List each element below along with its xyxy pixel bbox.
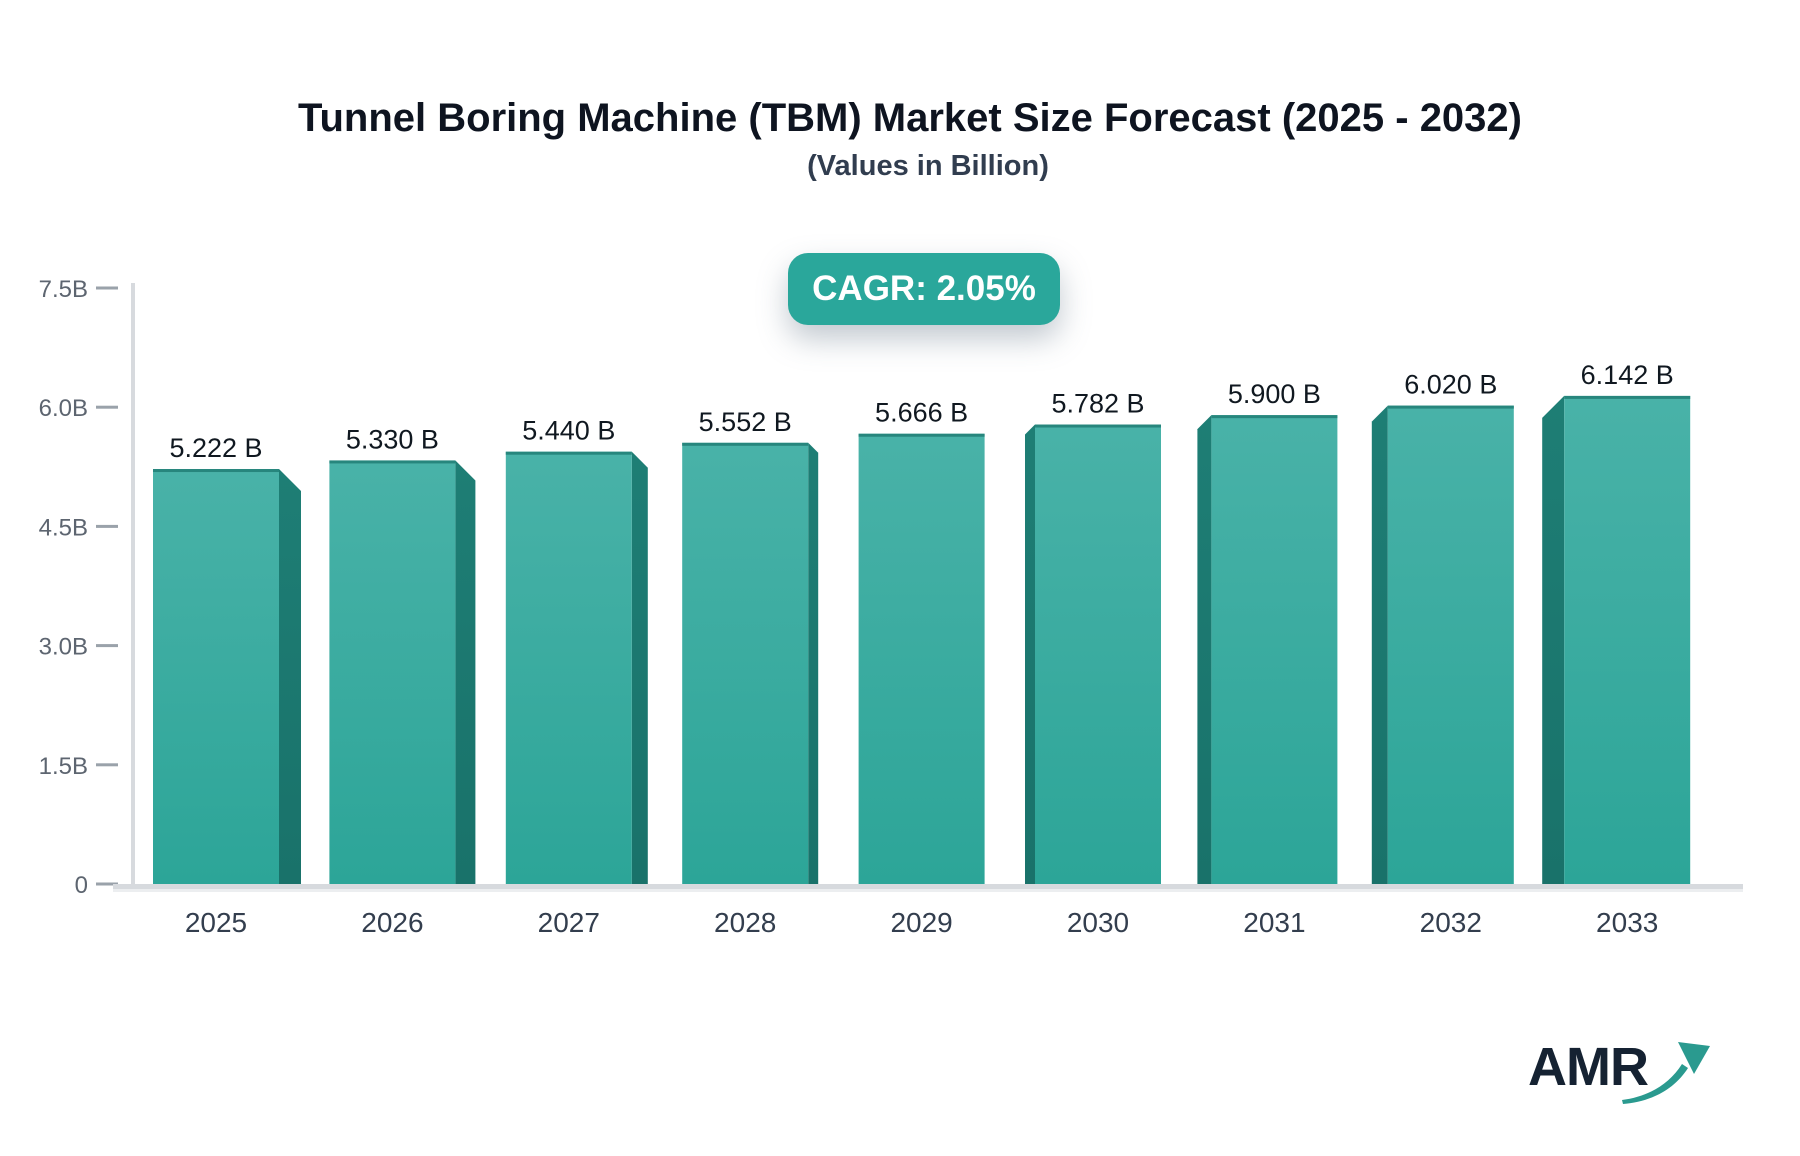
bar-top-edge xyxy=(858,433,985,437)
chart-subtitle: (Values in Billion) xyxy=(807,150,1049,182)
x-axis-label: 2027 xyxy=(538,907,600,938)
y-axis-label: 3.0B xyxy=(39,634,88,661)
y-axis-label: 6.0B xyxy=(39,395,88,422)
bar-value-label: 5.782 B xyxy=(1051,389,1144,419)
bar-2033 xyxy=(1564,395,1691,884)
bar-2025 xyxy=(153,469,279,884)
bar-2031 xyxy=(1211,415,1338,884)
y-axis-tick xyxy=(96,286,118,290)
cagr-badge-label: CAGR: 2.05% xyxy=(812,269,1036,308)
bar-top-edge xyxy=(1564,395,1691,399)
y-axis-label: 1.5B xyxy=(39,753,88,780)
bar-side-2031 xyxy=(1197,415,1212,884)
x-axis-label: 2030 xyxy=(1067,907,1129,938)
x-axis-label: 2028 xyxy=(714,907,776,938)
growth-arrow-icon xyxy=(1622,1042,1710,1104)
x-axis-label: 2032 xyxy=(1420,907,1482,938)
bar-2026 xyxy=(329,460,456,884)
x-axis-label: 2029 xyxy=(890,907,952,938)
bar-side-2032 xyxy=(1371,405,1388,884)
bar-value-label: 5.330 B xyxy=(346,424,439,454)
bar-top-edge xyxy=(1387,405,1514,409)
bar-2029 xyxy=(858,433,985,884)
bar-value-label: 5.552 B xyxy=(699,407,792,437)
bar-value-label: 6.142 B xyxy=(1581,360,1674,390)
bar-value-label: 6.020 B xyxy=(1404,370,1497,400)
y-axis-tick xyxy=(96,882,118,886)
bar-side-2026 xyxy=(455,460,476,884)
bar-top-edge xyxy=(153,469,279,473)
y-axis-label: 7.5B xyxy=(39,276,88,303)
y-axis-tick xyxy=(96,763,118,767)
bar-value-label: 5.440 B xyxy=(522,416,615,446)
bar-2028 xyxy=(682,442,809,884)
y-axis-tick xyxy=(96,644,118,648)
bar-value-label: 5.222 B xyxy=(169,433,262,463)
x-axis-label: 2033 xyxy=(1596,907,1658,938)
bar-side-2025 xyxy=(279,469,301,884)
bar-2030 xyxy=(1035,424,1161,884)
bar-top-edge xyxy=(505,451,632,455)
x-axis-label: 2026 xyxy=(361,907,423,938)
bar-side-2028 xyxy=(808,442,819,884)
bar-top-edge xyxy=(1035,424,1161,428)
x-axis-label: 2031 xyxy=(1243,907,1305,938)
bar-value-label: 5.900 B xyxy=(1228,379,1321,409)
y-axis-tick xyxy=(96,405,118,409)
bar-side-2027 xyxy=(631,451,648,884)
bar-side-2030 xyxy=(1025,424,1035,884)
x-axis-line-shadow xyxy=(113,889,1743,892)
bar-2027 xyxy=(505,451,632,884)
cagr-badge: CAGR: 2.05% xyxy=(788,253,1060,325)
y-axis-label: 4.5B xyxy=(39,514,88,541)
bar-value-label: 5.666 B xyxy=(875,398,968,428)
bar-top-edge xyxy=(1211,415,1338,419)
bar-top-edge xyxy=(682,442,809,446)
bar-side-2033 xyxy=(1542,395,1565,884)
amr-logo: AMR xyxy=(1528,1030,1710,1110)
amr-logo-text: AMR xyxy=(1528,1037,1649,1097)
y-axis-label: 0 xyxy=(75,872,88,899)
x-axis-label: 2025 xyxy=(185,907,247,938)
x-axis-line xyxy=(113,884,1743,889)
y-axis-tick xyxy=(96,524,118,528)
bar-2032 xyxy=(1387,405,1514,884)
bar-top-edge xyxy=(329,460,456,464)
y-axis-line xyxy=(131,283,135,884)
chart-title: Tunnel Boring Machine (TBM) Market Size … xyxy=(298,96,1522,140)
